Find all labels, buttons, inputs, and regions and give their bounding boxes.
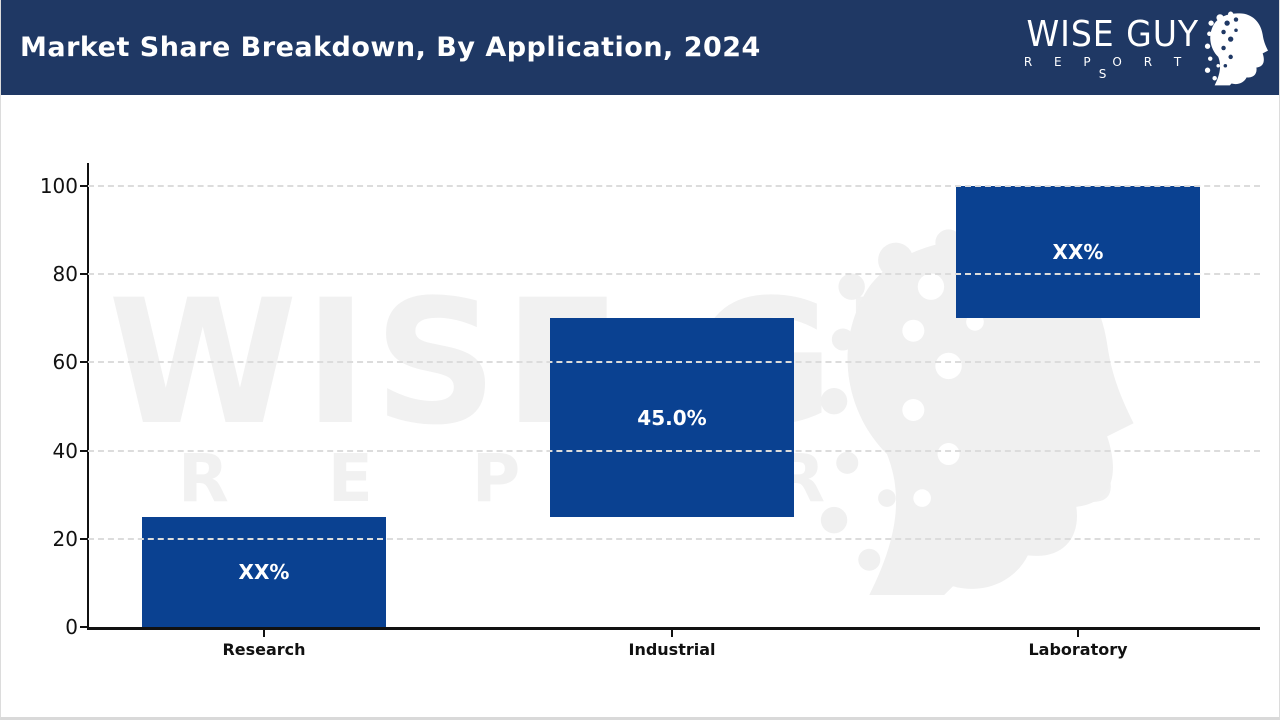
x-tick-mark xyxy=(263,630,265,637)
y-tick-label: 40 xyxy=(52,438,78,463)
y-axis-line xyxy=(87,163,89,629)
bar-value-label: XX% xyxy=(1052,240,1104,265)
gridline-20 xyxy=(88,537,1260,540)
y-tick-label: 20 xyxy=(52,526,78,551)
y-tick-mark xyxy=(80,273,88,276)
logo-subtitle: R E P O R T S xyxy=(1023,54,1191,81)
bar-industrial: 45.0% xyxy=(550,318,794,517)
bar-value-label: 45.0% xyxy=(637,405,707,430)
x-tick-label-industrial: Industrial xyxy=(628,640,716,659)
x-tick-mark xyxy=(1077,630,1079,637)
wise-guy-reports-logo: WISE GUY R E P O R T S xyxy=(1008,8,1268,88)
y-tick-label: 0 xyxy=(65,615,78,639)
x-tick-mark xyxy=(671,630,673,637)
gridline-80 xyxy=(88,273,1260,276)
gridline-60 xyxy=(88,361,1260,364)
x-tick-label-research: Research xyxy=(222,640,306,659)
y-tick-label: 100 xyxy=(39,174,78,198)
bar-laboratory: XX% xyxy=(956,186,1200,319)
y-tick-mark xyxy=(80,185,88,187)
logo-text: WISE GUY R E P O R T S xyxy=(1008,13,1202,81)
y-tick-label: 60 xyxy=(52,350,78,375)
page-title: Market Share Breakdown, By Application, … xyxy=(20,32,761,63)
bar-value-label: XX% xyxy=(238,559,290,584)
x-axis-line xyxy=(87,627,1260,630)
gridline-100 xyxy=(88,185,1260,187)
y-tick-mark xyxy=(80,361,88,364)
header-bar: Market Share Breakdown, By Application, … xyxy=(0,0,1280,95)
x-tick-label-laboratory: Laboratory xyxy=(1028,640,1128,659)
watermark-face-icon xyxy=(820,229,1134,595)
y-tick-mark xyxy=(80,449,88,452)
y-tick-mark xyxy=(80,537,88,540)
gridline-40 xyxy=(88,449,1260,452)
y-tick-mark xyxy=(80,626,88,628)
logo-face-icon xyxy=(1204,11,1268,86)
logo-wordmark: WISE GUY xyxy=(1026,13,1200,55)
y-tick-label: 80 xyxy=(52,262,78,287)
bar-research: XX% xyxy=(142,516,386,627)
